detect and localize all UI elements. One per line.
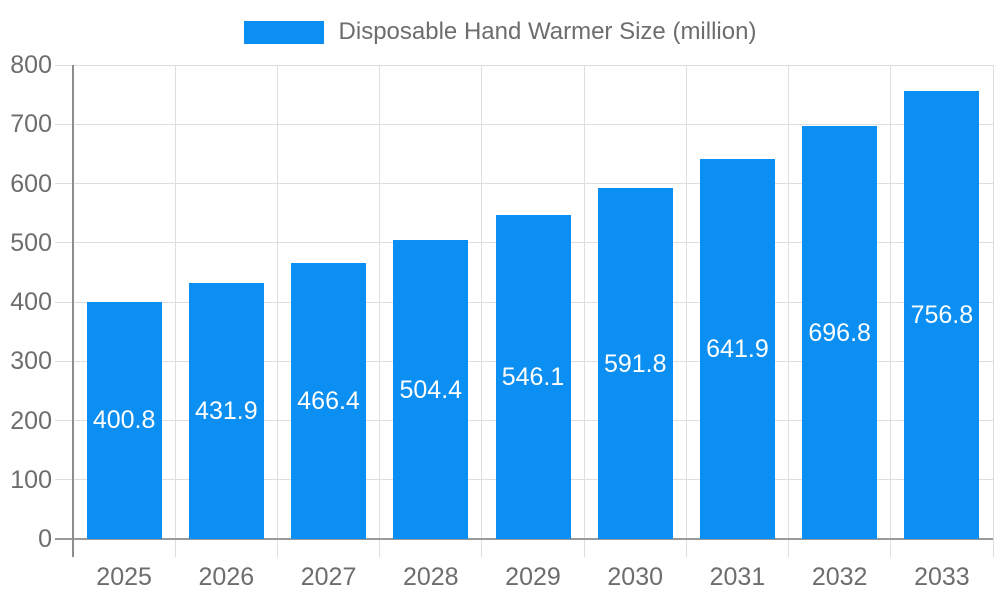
legend-item[interactable]: Disposable Hand Warmer Size (million) [0,19,1000,45]
x-gridline [481,65,483,557]
x-axis-tick-label: 2027 [300,563,357,591]
x-axis-tick-label: 2030 [607,563,664,591]
x-axis-tick-label: 2026 [198,563,255,591]
bar-value-label: 696.8 [808,318,871,347]
y-axis-tick-label: 0 [38,525,52,553]
bar-value-label: 431.9 [195,397,258,426]
y-axis-tick-label: 300 [10,347,52,376]
x-axis-tick-label: 2031 [709,563,766,591]
y-gridline [55,64,993,66]
x-gridline [583,65,585,557]
legend-swatch [243,20,324,44]
x-axis-tick-label: 2033 [914,563,970,591]
legend-label: Disposable Hand Warmer Size (million) [338,18,757,45]
x-gridline [685,65,687,557]
bar-2033 [904,90,980,539]
x-axis-tick-label: 2025 [96,563,152,591]
bar-value-label: 466.4 [297,386,360,415]
bar-value-label: 504.4 [399,375,463,404]
bar-2026 [188,283,264,539]
x-axis-line [55,538,993,540]
bar-2027 [291,262,367,539]
x-gridline [890,65,892,557]
y-axis-tick-label: 200 [10,406,52,435]
bar-value-label: 546.1 [501,363,565,392]
y-axis-tick-label: 100 [10,465,52,494]
y-axis-tick-label: 700 [10,110,52,139]
bar-2032 [802,126,878,539]
x-axis-tick-label: 2028 [402,563,459,591]
x-axis-tick-label: 2032 [811,563,868,591]
x-gridline [379,65,381,557]
bar-value-label: 756.8 [910,300,974,329]
y-gridline [55,123,993,125]
y-axis-tick-label: 800 [10,51,52,79]
y-axis-tick-label: 600 [10,169,52,198]
bar-value-label: 641.9 [706,334,769,363]
x-gridline [788,65,790,557]
x-gridline [276,65,278,557]
y-axis-tick-label: 400 [10,288,52,316]
y-gridline [55,183,993,184]
y-axis-line [72,65,74,557]
x-gridline [174,65,176,557]
x-gridline [992,65,994,557]
bar-2028 [393,240,469,539]
bar-value-label: 400.8 [92,406,156,435]
x-axis-tick-label: 2029 [505,563,561,591]
y-axis-tick-label: 500 [10,228,52,257]
bar-2030 [597,188,673,539]
bar-2029 [495,215,571,539]
bar-2031 [699,158,775,539]
bar-value-label: 591.8 [603,349,667,378]
bar-2025 [86,301,162,539]
